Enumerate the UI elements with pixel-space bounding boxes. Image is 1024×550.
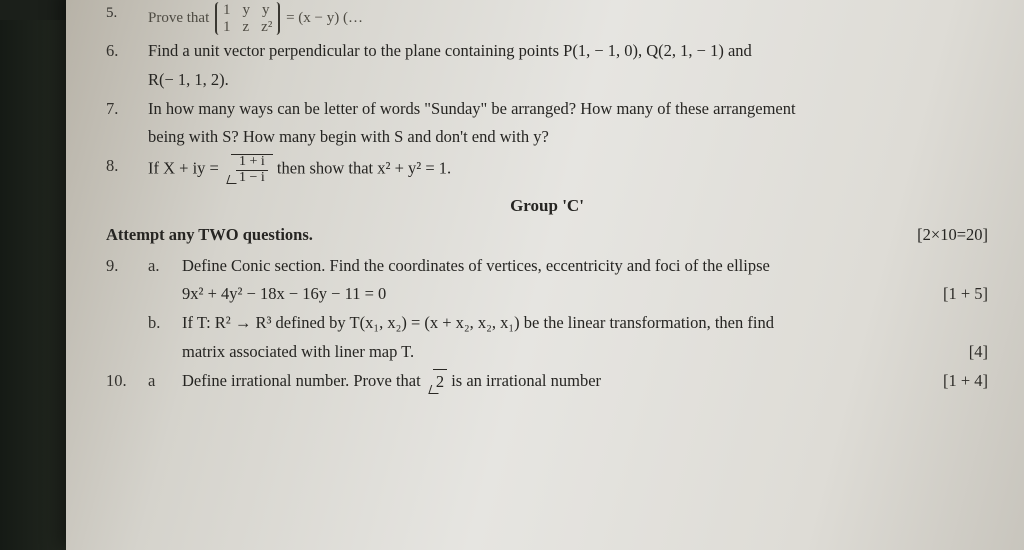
q8-tail: then show that x² + y² = 1. [277,158,451,177]
question-9a-eq: 9x² + 4y² − 18x − 16y − 11 = 0 [1 + 5] [106,282,988,307]
q9b-marks: [4] [916,340,988,365]
q5-matrix: 1 y y 1 z z² [215,2,280,35]
q10a-label: a [148,369,182,394]
q8-text: If X + iy = 1 + i 1 − i then show that x… [148,154,988,185]
attempt-instruction-row: Attempt any TWO questions. [2×10=20] [106,223,988,248]
q7-text-line2: being with S? How many begin with S and … [148,125,988,150]
q8-number: 8. [106,154,148,179]
q9a-text: Define Conic section. Find the coordinat… [182,254,988,279]
question-9b-cont: matrix associated with liner map T. [4] [106,340,988,365]
q10-lead: Define irrational number. Prove that [182,371,425,390]
q9b-text-line2: matrix associated with liner map T. [182,340,916,365]
question-6-cont: R(− 1, 1, 2). [106,68,988,93]
q5-lead: Prove that [148,10,209,26]
q9b-text-line1: If T: R² → R³ defined by T(x₁, x₂) = (x … [182,311,988,336]
group-c-heading: Group 'C' [106,193,988,219]
exam-paper: 5. Prove that 1 y y 1 z z² = (x − y) (… … [66,0,1024,550]
q6-text-line2: R(− 1, 1, 2). [148,68,988,93]
q9a-label: a. [148,254,182,279]
attempt-instruction: Attempt any TWO questions. [106,223,888,248]
sqrt-icon: 2 [425,369,447,395]
q10-text: Define irrational number. Prove that 2 i… [182,369,916,395]
q7-text-line1: In how many ways can be letter of words … [148,97,988,122]
question-7: 7. In how many ways can be letter of wor… [106,97,988,122]
sqrt-icon: 1 + i 1 − i [223,154,273,185]
question-9a: 9. a. Define Conic section. Find the coo… [106,254,988,279]
q6-text-line1: Find a unit vector perpendicular to the … [148,39,988,64]
q5-rhs: = (x − y) (… [286,10,363,26]
question-9b: b. If T: R² → R³ defined by T(x₁, x₂) = … [106,311,988,336]
q8-fraction: 1 + i 1 − i [236,155,268,185]
q9a-marks: [1 + 5] [916,282,988,307]
q6-number: 6. [106,39,148,64]
question-5: 5. Prove that 1 y y 1 z z² = (x − y) (… [106,2,988,35]
total-marks: [2×10=20] [888,223,988,248]
q5-text: Prove that 1 y y 1 z z² = (x − y) (… [148,2,988,35]
photo-dark-left [0,0,70,550]
q7-number: 7. [106,97,148,122]
q9-number: 9. [106,254,148,279]
q9a-equation: 9x² + 4y² − 18x − 16y − 11 = 0 [182,282,916,307]
q10-marks: [1 + 4] [916,369,988,394]
question-8: 8. If X + iy = 1 + i 1 − i then show tha… [106,154,988,185]
q5-number: 5. [106,2,148,25]
q10-tail: is an irrational number [447,371,601,390]
question-7-cont: being with S? How many begin with S and … [106,125,988,150]
q9b-label: b. [148,311,182,336]
question-6: 6. Find a unit vector perpendicular to t… [106,39,988,64]
q10-number: 10. [106,369,148,394]
question-10: 10. a Define irrational number. Prove th… [106,369,988,395]
q8-lead: If X + iy = [148,158,219,177]
